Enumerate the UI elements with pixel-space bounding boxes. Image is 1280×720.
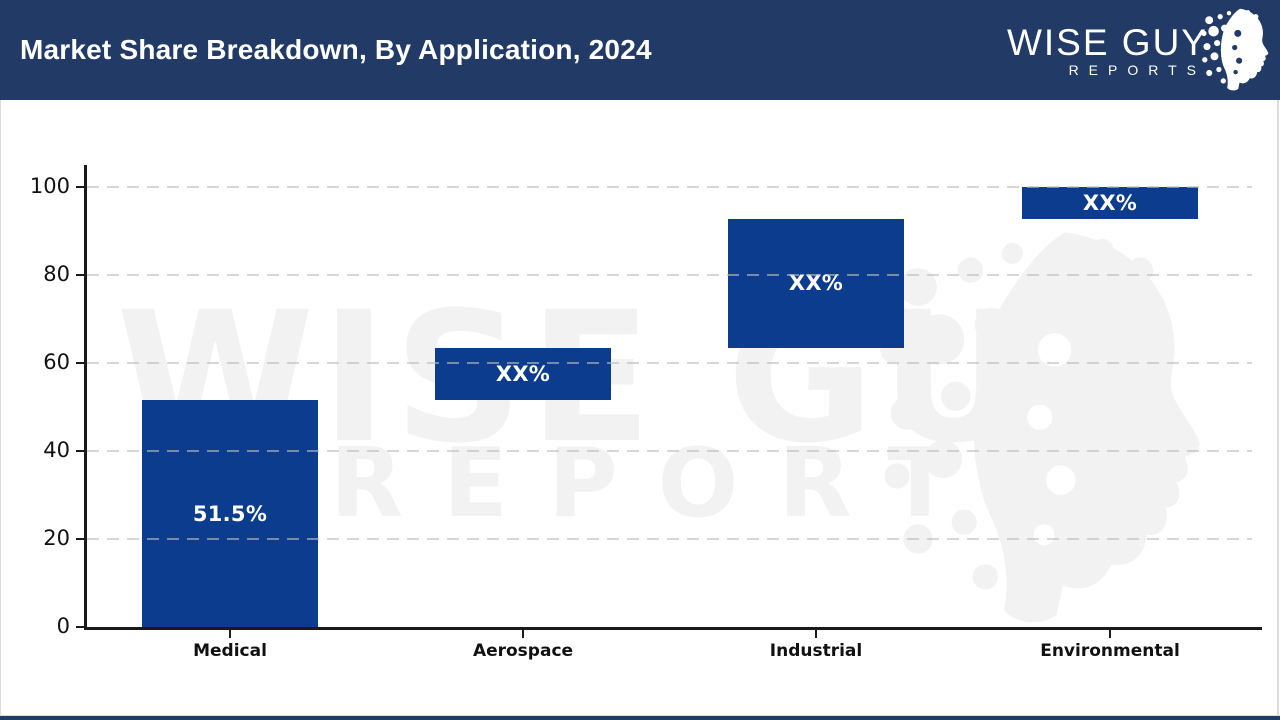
brand-head-icon xyxy=(1201,8,1269,91)
brand-name: WISE GUY xyxy=(1006,22,1208,63)
x-axis-line xyxy=(84,627,1262,630)
y-tick-label-100: 100 xyxy=(29,174,70,198)
x-category-label-environmental: Environmental xyxy=(1040,641,1180,661)
bar-environmental: XX% xyxy=(1022,187,1198,219)
y-tick-60 xyxy=(76,362,84,364)
gridline-40 xyxy=(87,450,1252,452)
right-border xyxy=(1277,100,1279,716)
bar-value-label-aerospace: XX% xyxy=(495,361,551,386)
header-bar: Market Share Breakdown, By Application, … xyxy=(0,0,1280,100)
y-tick-40 xyxy=(76,450,84,452)
gridline-60 xyxy=(87,362,1252,364)
y-tick-80 xyxy=(76,274,84,276)
bar-medical: 51.5% xyxy=(142,400,318,627)
gridline-20 xyxy=(87,538,1252,540)
x-category-label-aerospace: Aerospace xyxy=(472,641,574,661)
bar-value-label-medical: 51.5% xyxy=(192,501,268,526)
x-tick-aerospace xyxy=(522,629,524,638)
x-category-label-industrial: Industrial xyxy=(769,641,863,661)
y-axis-line xyxy=(84,165,87,630)
x-tick-environmental xyxy=(1109,629,1111,638)
footer-divider xyxy=(0,715,1280,716)
bar-aerospace: XX% xyxy=(435,347,611,401)
watermark-head-icon xyxy=(880,232,1200,623)
bar-industrial: XX% xyxy=(728,218,904,348)
waterfall-chart: 0 20 40 60 80 100 51.5% XX% XX% XX% Medical Aerospa… xyxy=(0,100,1280,715)
x-tick-industrial xyxy=(815,629,817,638)
brand-subname: REPORTS xyxy=(1068,62,1206,78)
page-title: Market Share Breakdown, By Application, … xyxy=(20,34,652,65)
y-tick-label-40: 40 xyxy=(43,438,70,462)
bar-value-label-environmental: XX% xyxy=(1082,190,1138,215)
gridline-80 xyxy=(87,274,1252,276)
y-tick-20 xyxy=(76,538,84,540)
y-tick-label-80: 80 xyxy=(43,262,70,286)
gridline-100 xyxy=(87,186,1252,188)
y-tick-label-60: 60 xyxy=(43,350,70,374)
left-border xyxy=(0,100,1,716)
y-tick-100 xyxy=(76,186,84,188)
y-tick-0 xyxy=(76,626,84,628)
x-category-label-medical: Medical xyxy=(193,641,267,661)
x-tick-medical xyxy=(229,629,231,638)
brand-logo: WISE GUY REPORTS xyxy=(1006,0,1270,100)
y-tick-label-0: 0 xyxy=(56,614,70,638)
footer-bar xyxy=(0,716,1280,720)
y-tick-label-20: 20 xyxy=(43,526,70,550)
